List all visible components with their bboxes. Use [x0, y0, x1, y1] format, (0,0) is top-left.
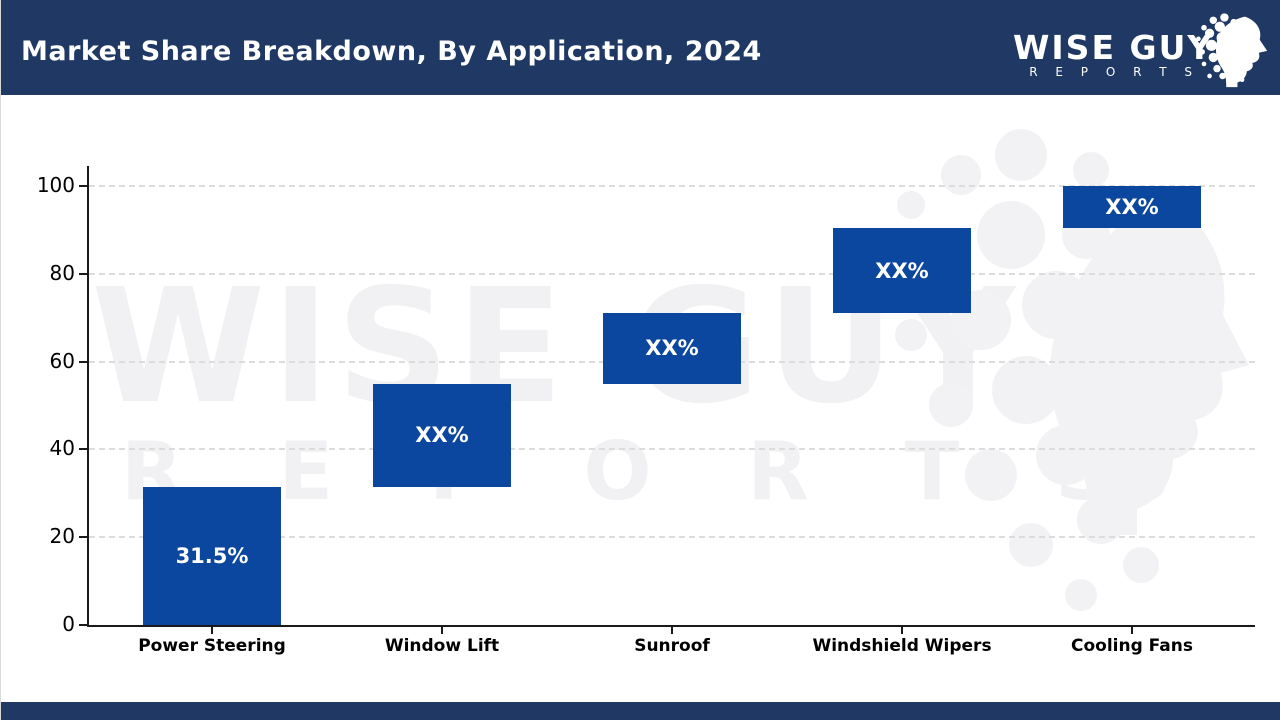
x-category-label: Power Steering — [138, 636, 286, 656]
x-axis-line — [87, 625, 1255, 627]
x-category-label: Window Lift — [384, 636, 500, 656]
y-axis-line — [87, 166, 89, 627]
waterfall-bar: XX% — [373, 383, 511, 487]
logo-wordmark: WISE GUY — [1013, 28, 1214, 67]
wise-guy-face-icon — [1196, 13, 1268, 88]
y-tick-label: 80 — [49, 260, 75, 285]
gridline-20 — [89, 536, 1255, 539]
bar-value-label: 31.5% — [175, 543, 249, 568]
x-category-label: Windshield Wipers — [812, 636, 992, 656]
logo-subtext: R E P O R T S — [1029, 65, 1199, 79]
y-tick-60 — [79, 360, 87, 363]
wise-guy-logo: WISE GUY R E P O R T S — [1013, 10, 1268, 88]
footer-bar — [1, 702, 1280, 720]
x-tick-0 — [211, 627, 213, 634]
header-bar: Market Share Breakdown, By Application, … — [1, 0, 1280, 95]
x-tick-3 — [901, 627, 903, 634]
watermark-face-icon — [895, 129, 1249, 611]
x-tick-4 — [1131, 627, 1133, 634]
y-tick-label: 100 — [36, 173, 75, 197]
bar-value-label: XX% — [415, 423, 469, 448]
chart-title: Market Share Breakdown, By Application, … — [21, 36, 762, 67]
x-tick-2 — [671, 627, 673, 634]
gridline-100 — [89, 185, 1255, 187]
gridline-80 — [89, 272, 1255, 275]
bar-value-label: XX% — [645, 336, 699, 361]
chart-area: WISE GUY R E P O R T S 0 20 40 60 80 100 31.5%… — [1, 95, 1280, 702]
y-tick-label: 20 — [49, 524, 75, 549]
bar-value-label: XX% — [875, 258, 929, 283]
x-tick-1 — [441, 627, 443, 634]
y-tick-40 — [79, 448, 87, 451]
y-tick-20 — [79, 536, 87, 539]
y-tick-label: 60 — [49, 348, 75, 373]
waterfall-bar: XX% — [833, 227, 971, 314]
x-category-label: Cooling Fans — [1071, 636, 1193, 656]
y-tick-label: 0 — [62, 612, 75, 636]
bar-value-label: XX% — [1105, 194, 1159, 219]
waterfall-bar: XX% — [1063, 186, 1201, 228]
y-tick-label: 40 — [49, 436, 75, 461]
waterfall-bar: 31.5% — [143, 486, 281, 625]
x-category-label: Sunroof — [634, 636, 710, 656]
waterfall-bar: XX% — [603, 313, 741, 384]
gridline-40 — [89, 448, 1255, 451]
y-tick-0 — [79, 624, 87, 626]
y-tick-80 — [79, 272, 87, 275]
y-tick-100 — [79, 185, 87, 187]
